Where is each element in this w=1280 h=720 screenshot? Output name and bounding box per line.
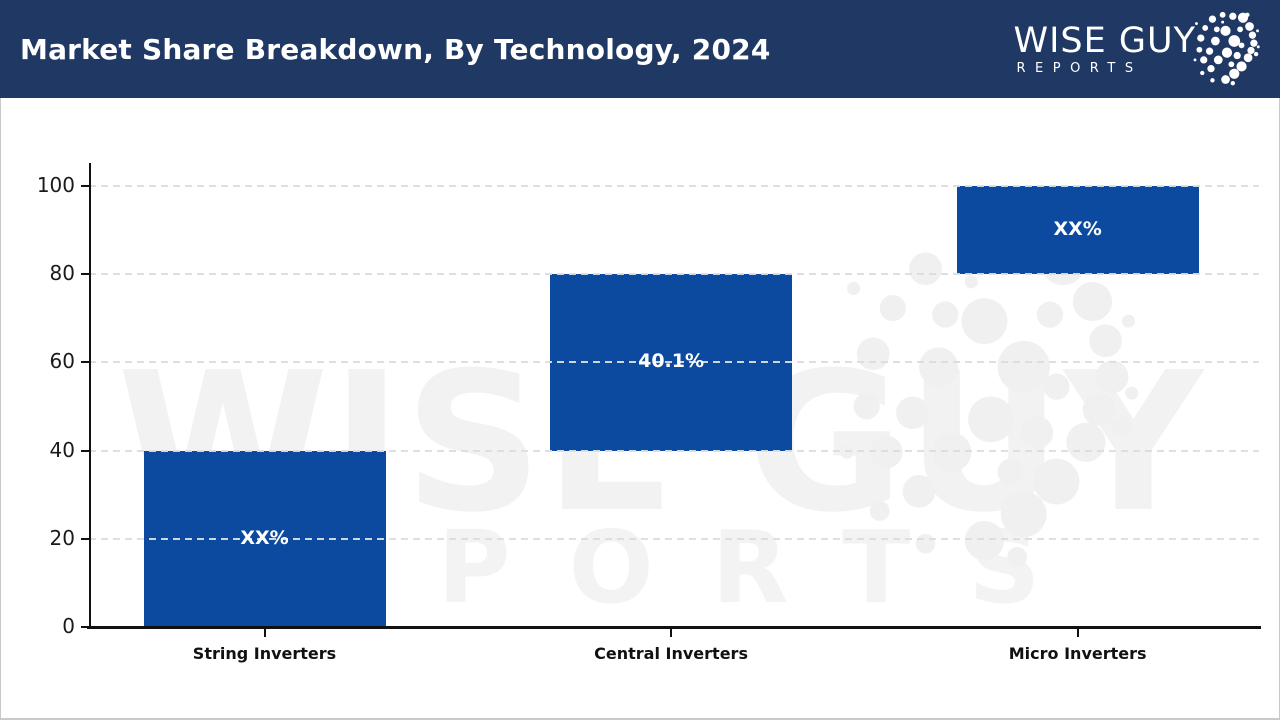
gridline [89,185,1259,187]
x-tick [1076,629,1079,637]
y-tick [81,361,89,364]
y-tick [81,537,89,540]
chart-region: WISE GUY REPORTS 0 20 40 60 80 100 XX% 40.1% XX%… [0,98,1280,720]
brand-name: WISE GUY [1013,20,1196,61]
y-tick-label: 0 [62,614,75,638]
bar-value-label: XX% [240,526,289,549]
y-tick [81,273,89,276]
y-tick [81,626,89,628]
brand-logo: WISE GUY REPORTS [1013,9,1264,89]
y-tick-label: 100 [36,173,75,197]
bar-value-label: 40.1% [638,350,705,373]
plot-area: 0 20 40 60 80 100 XX% 40.1% XX% String Inverters C… [37,163,1261,663]
y-tick-label: 80 [49,261,75,286]
y-axis-spine [89,163,91,629]
gridline [89,273,1259,276]
x-tick [670,629,673,637]
y-tick-label: 40 [49,437,75,462]
bar-value-label: XX% [1053,217,1102,240]
y-tick-label: 20 [49,525,75,550]
brand-subname: REPORTS [1016,60,1143,76]
category-label: Micro Inverters [1008,644,1147,663]
y-tick-label: 60 [49,349,75,374]
page-title: Market Share Breakdown, By Technology, 2… [20,32,771,66]
gridline [89,449,1259,452]
gridline [89,361,1259,364]
y-tick [81,449,89,452]
y-tick [81,185,89,187]
category-label: String Inverters [192,644,337,663]
brand-logo-text: WISE GUY REPORTS [1013,20,1196,76]
dotted-head-logo-icon [1190,9,1264,89]
header-bar: Market Share Breakdown, By Technology, 2… [0,0,1280,98]
x-axis-spine [87,626,1261,629]
category-label: Central Inverters [594,644,748,663]
gridline [89,537,1259,540]
x-tick [263,629,266,637]
